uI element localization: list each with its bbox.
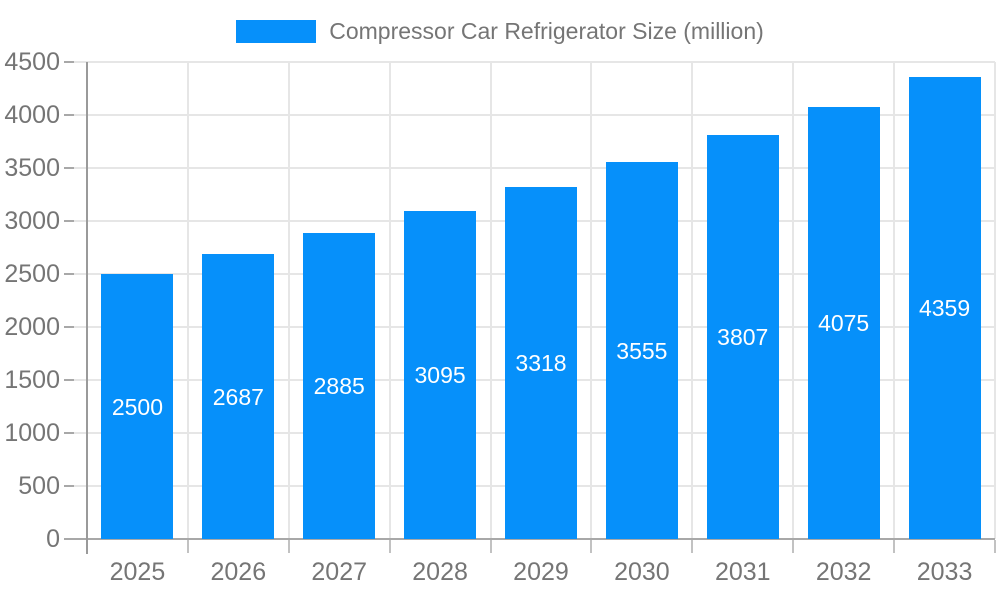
x-tick-label: 2030 — [614, 558, 670, 586]
bar-2029[interactable] — [505, 187, 577, 539]
x-axis-tick — [590, 540, 593, 553]
y-tick-label: 500 — [18, 472, 60, 500]
x-tick-label: 2029 — [513, 558, 569, 586]
bar-value-label: 2687 — [212, 383, 264, 410]
x-tick-label: 2028 — [412, 558, 468, 586]
bar-2027[interactable] — [303, 233, 376, 539]
bar-2025[interactable] — [101, 274, 174, 539]
legend[interactable]: Compressor Car Refrigerator Size (millio… — [0, 18, 1000, 45]
bar-2033[interactable] — [908, 76, 981, 539]
horizontal-gridline — [72, 114, 995, 116]
y-tick-label: 3500 — [4, 154, 60, 182]
x-axis-line — [64, 538, 995, 540]
vertical-gridline — [489, 62, 492, 539]
horizontal-gridline — [72, 61, 995, 63]
bar-value-label: 4075 — [818, 310, 870, 337]
x-axis-tick — [994, 540, 996, 553]
y-tick-label: 1000 — [4, 419, 60, 447]
vertical-gridline — [691, 62, 694, 539]
x-tick-label: 2027 — [311, 558, 368, 586]
x-axis-tick — [893, 540, 896, 553]
bar-value-label: 2500 — [111, 393, 164, 420]
bar-value-label: 3318 — [515, 350, 567, 377]
y-tick-label: 4500 — [4, 48, 60, 76]
y-axis-tick — [64, 379, 74, 381]
y-axis-tick — [64, 167, 74, 169]
y-tick-label: 2500 — [4, 260, 60, 288]
legend-swatch — [236, 20, 317, 43]
y-tick-label: 0 — [46, 525, 60, 553]
x-tick-label: 2031 — [714, 558, 771, 586]
x-tick-label: 2032 — [815, 558, 872, 586]
x-tick-label: 2026 — [210, 558, 267, 586]
y-axis-tick — [64, 432, 74, 434]
bar-2031[interactable] — [706, 135, 779, 539]
bar-value-label: 3555 — [616, 337, 668, 364]
vertical-gridline — [388, 62, 391, 539]
bar-value-label: 2885 — [313, 373, 365, 400]
y-axis-line — [86, 62, 88, 554]
x-axis-tick — [287, 540, 290, 553]
vertical-gridline — [994, 62, 996, 539]
x-axis-tick — [792, 540, 795, 553]
vertical-gridline — [590, 62, 593, 539]
y-axis-tick — [64, 61, 74, 63]
y-tick-label: 2000 — [4, 313, 60, 341]
x-axis-tick — [489, 540, 492, 553]
horizontal-gridline — [72, 167, 995, 169]
x-axis-tick — [186, 540, 189, 553]
y-axis-tick — [64, 220, 74, 222]
x-tick-label: 2025 — [109, 558, 166, 586]
bar-value-label: 3095 — [414, 361, 466, 388]
vertical-gridline — [792, 62, 795, 539]
x-axis-tick — [388, 540, 391, 553]
y-tick-label: 3000 — [4, 207, 60, 235]
bar-value-label: 4359 — [918, 294, 971, 321]
bar-2028[interactable] — [404, 210, 477, 539]
y-axis-tick — [64, 273, 74, 275]
vertical-gridline — [186, 62, 189, 539]
vertical-gridline — [287, 62, 290, 539]
x-tick-label: 2033 — [916, 558, 973, 586]
bar-value-label: 3807 — [717, 324, 769, 351]
y-axis-tick — [64, 114, 74, 116]
y-axis-tick — [64, 326, 74, 328]
y-axis-tick — [64, 485, 74, 487]
y-tick-label: 4000 — [4, 101, 60, 129]
bar-2032[interactable] — [807, 107, 880, 539]
bar-2026[interactable] — [202, 254, 275, 539]
y-tick-label: 1500 — [4, 366, 60, 394]
legend-label: Compressor Car Refrigerator Size (millio… — [329, 18, 764, 44]
x-axis-tick — [691, 540, 694, 553]
vertical-gridline — [893, 62, 896, 539]
bar-2030[interactable] — [605, 162, 678, 539]
